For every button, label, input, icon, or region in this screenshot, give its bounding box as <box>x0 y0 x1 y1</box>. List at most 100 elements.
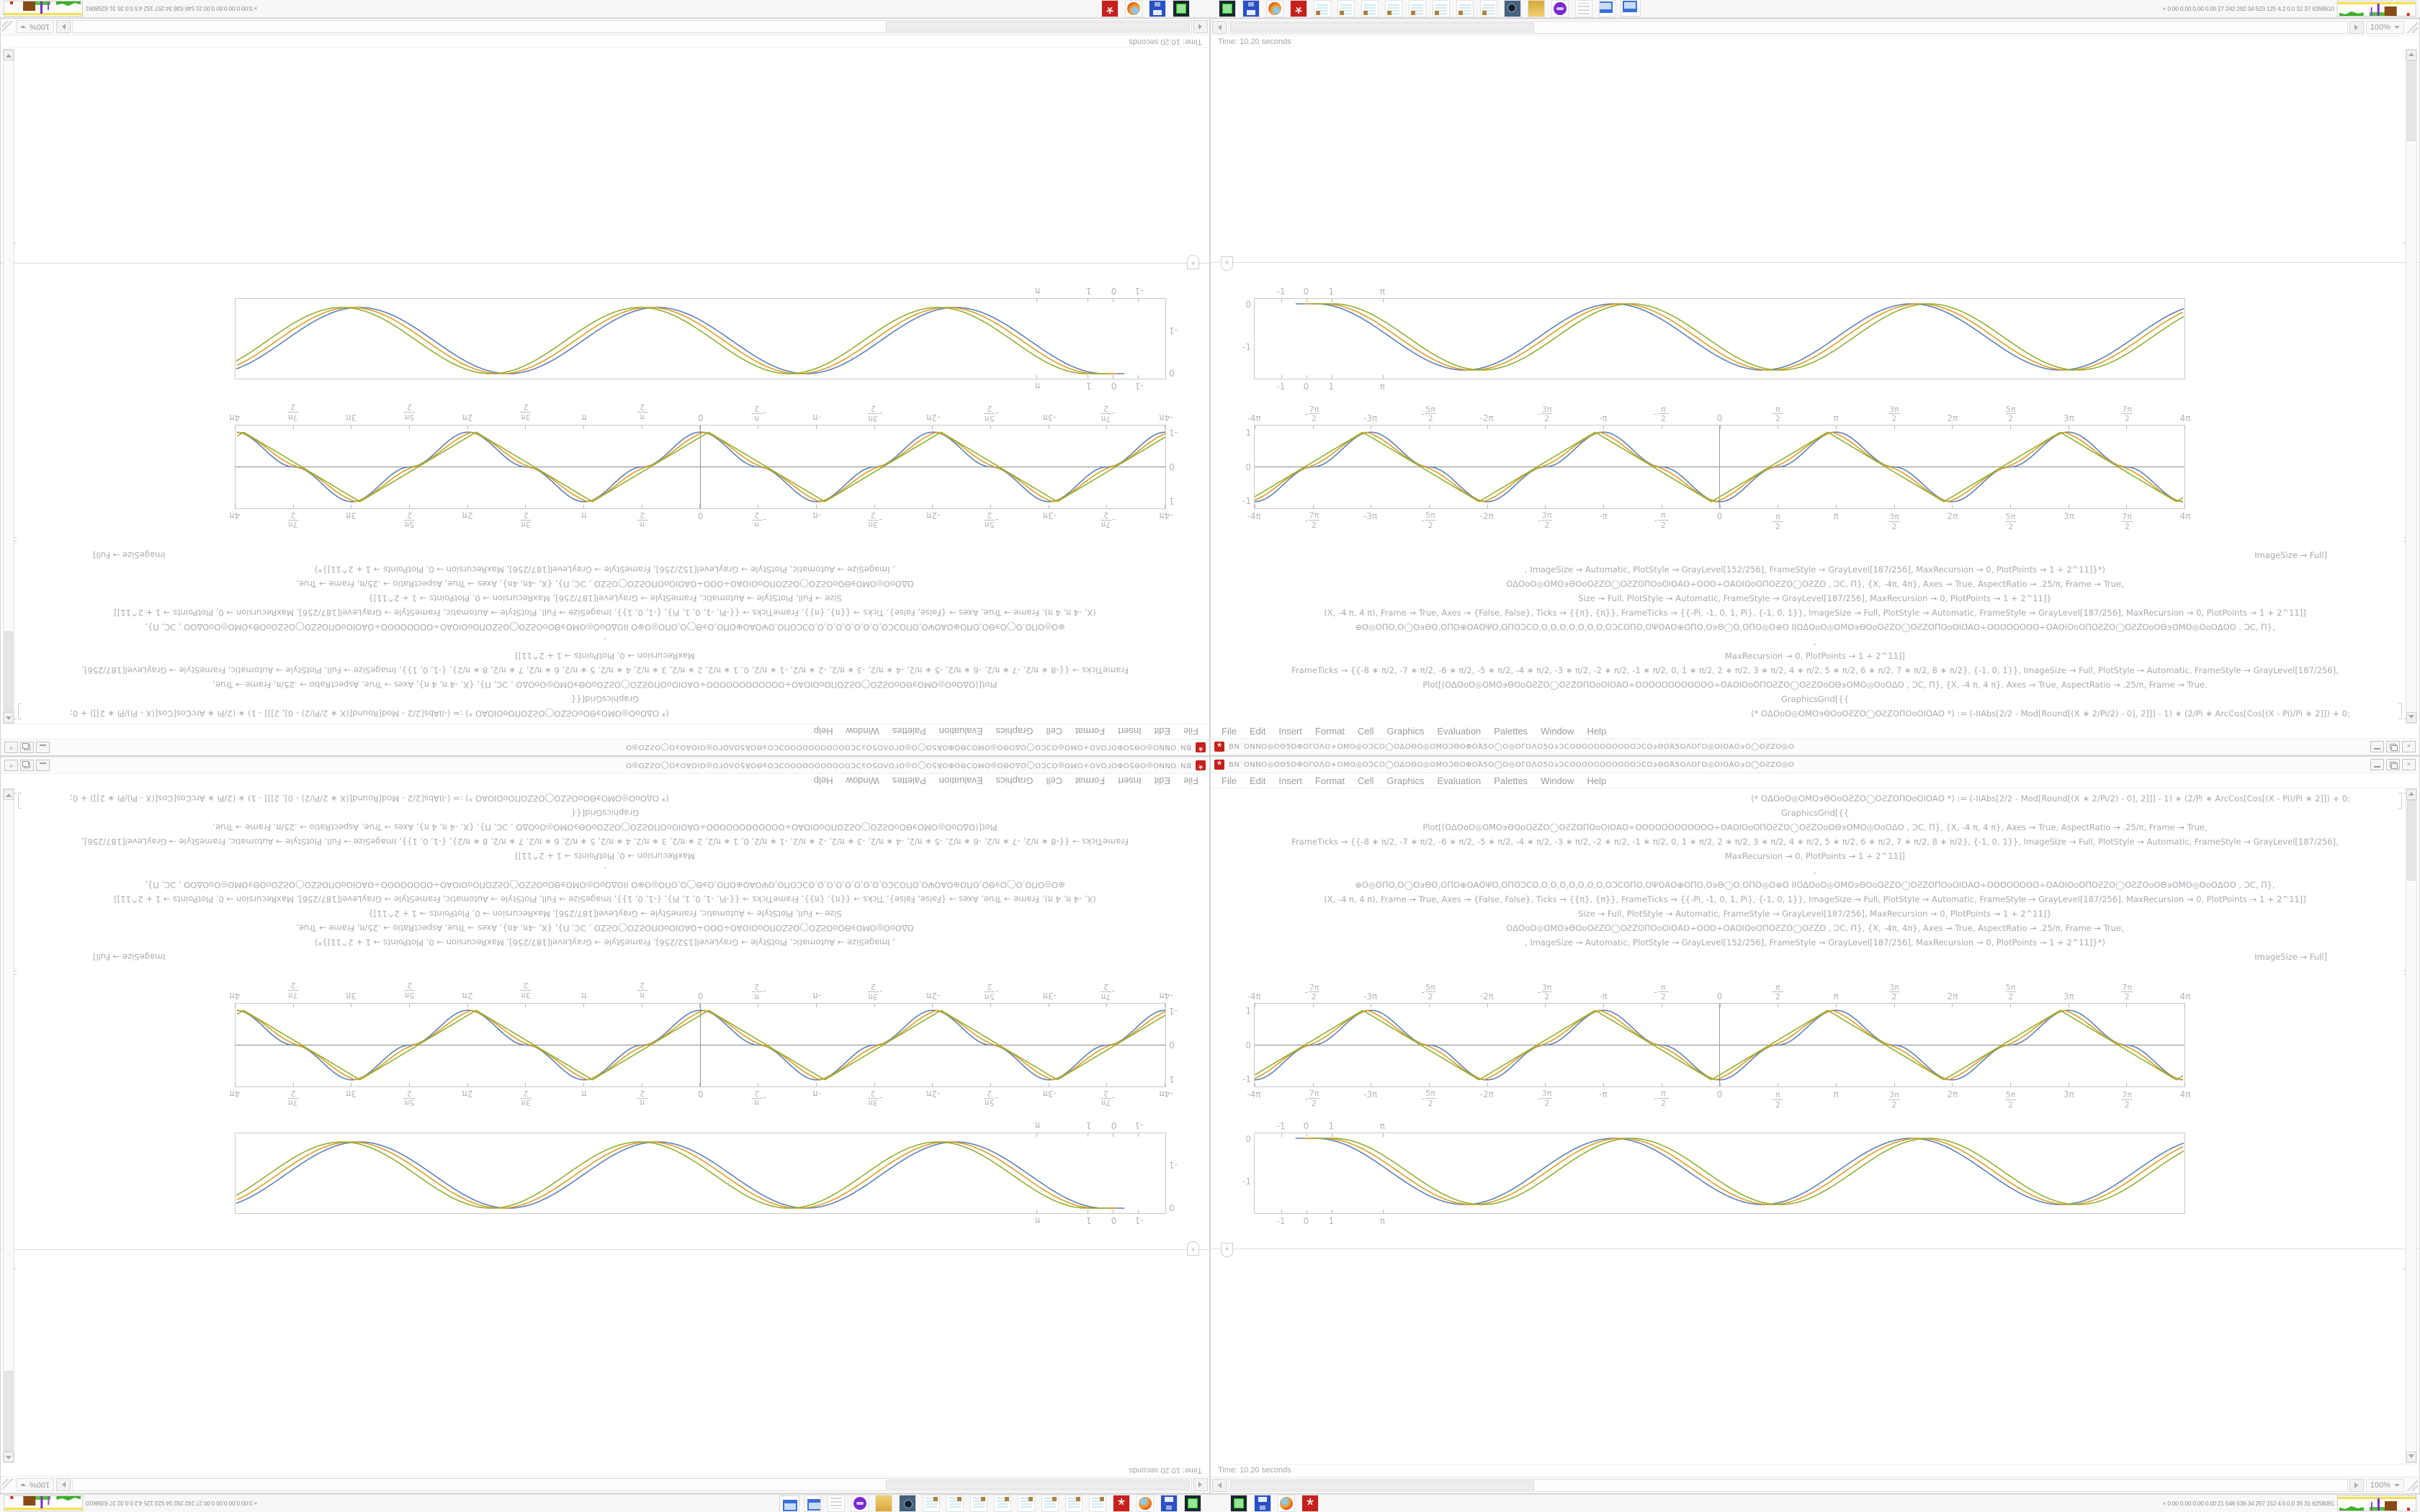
vertical-scrollbar[interactable] <box>3 49 14 724</box>
code-line[interactable]: MaxRecursion → 0, PlotPoints → 1 + 2^11]… <box>515 851 695 861</box>
code-line[interactable]: ⊕Ο◎ΟΠΟ,Ο◯Ο϶ΘΟ,ΟΠΟ⊕ΟΑΟΨΟ,ΟΠΟƆCΟ,Ο,Ο,Ο,Ο,Ο… <box>145 622 1065 632</box>
menu-palettes[interactable]: Palettes <box>1494 775 1528 786</box>
scroll-up-icon[interactable] <box>2406 50 2416 60</box>
menu-format[interactable]: Format <box>1314 725 1345 737</box>
menu-help[interactable]: Help <box>813 726 833 737</box>
doc-icon[interactable] <box>1456 0 1474 17</box>
menu-window[interactable]: Window <box>846 775 879 787</box>
code-line[interactable]: , <box>1814 865 1816 876</box>
doc-icon[interactable] <box>1314 0 1331 17</box>
code-line[interactable]: FrameTicks → {{-8 ∗ π/2, -7 ∗ π/2, -6 ∗ … <box>1291 665 2339 675</box>
code-line[interactable]: Plot[(ΟΔΟοΟ◎ΟΜΟ϶ΘΟοΟƧΖΟ◯ΟƧΖΟΠΟοΟΙΟΑΟ÷ΟΟΟ… <box>1422 680 2208 690</box>
window-icon[interactable] <box>1599 0 1616 17</box>
code-line[interactable]: ΟΔΟοΟ◎ΟΜΟ϶ΘΟοΟƧΖΟ◯ΟƧΖΟΠΟοΟΙΟΑΟ÷ΟΟΟ÷ΟΑΟΙΟ… <box>1506 923 2124 933</box>
code-line[interactable]: MaxRecursion → 0, PlotPoints → 1 + 2^11]… <box>1725 651 1905 661</box>
menu-file[interactable]: File <box>1222 725 1237 737</box>
vertical-scroll-thumb[interactable] <box>4 1371 13 1452</box>
code-line[interactable]: MaxRecursion → 0, PlotPoints → 1 + 2^11]… <box>1725 851 1905 861</box>
code-line[interactable]: Size → Full, PlotStyle → Automatic, Fram… <box>1578 593 2052 603</box>
code-line[interactable]: ImageSize → Full] <box>2254 550 2327 560</box>
magnification-control[interactable]: 100% <box>2365 21 2404 34</box>
floppy-icon[interactable] <box>1242 0 1260 17</box>
terminal-icon[interactable] <box>1184 1495 1201 1512</box>
code-line[interactable]: ΟΔΟοΟ◎ΟΜΟ϶ΘΟοΟƧΖΟ◯ΟƧΖΟΠΟοΟΙΟΑΟ÷ΟΟΟ÷ΟΑΟΙΟ… <box>296 579 914 589</box>
scroll-up-icon[interactable] <box>4 1452 14 1462</box>
window-icon[interactable] <box>804 1495 821 1512</box>
scroll-icon[interactable] <box>828 1495 845 1512</box>
vertical-scroll-thumb[interactable] <box>2407 800 2416 881</box>
close-button[interactable]: × <box>2402 759 2416 770</box>
system-monitor-applet-left[interactable]: × 0.00 0.00 0.00 0.00 27 242 292 34 523 … <box>2160 1 2416 17</box>
menu-help[interactable]: Help <box>1587 725 1607 737</box>
menu-format[interactable]: Format <box>1075 726 1106 737</box>
horizontal-scrollbar[interactable] <box>1228 21 2348 34</box>
doc-icon[interactable] <box>1337 0 1355 17</box>
scroll-down-icon[interactable] <box>2406 1452 2416 1462</box>
folder-icon[interactable] <box>875 1495 892 1512</box>
doc-icon[interactable] <box>1409 0 1426 17</box>
doc-icon[interactable] <box>1089 1495 1106 1512</box>
code-line[interactable]: , ImageSize → Automatic, PlotStyle → Gra… <box>315 564 895 575</box>
code-line[interactable]: , <box>1814 636 1816 647</box>
code-line[interactable]: , ImageSize → Automatic, PlotStyle → Gra… <box>1525 937 2105 948</box>
gear-icon[interactable] <box>1113 1495 1130 1512</box>
vertical-scrollbar[interactable] <box>2406 788 2417 1463</box>
scroll-down-icon[interactable] <box>2406 712 2416 723</box>
code-line[interactable]: , ImageSize → Automatic, PlotStyle → Gra… <box>1525 564 2105 575</box>
menu-graphics[interactable]: Graphics <box>995 775 1034 787</box>
insert-cell-button[interactable]: + <box>1187 1241 1199 1256</box>
scroll-left-icon[interactable] <box>1193 1478 1208 1491</box>
folder-icon[interactable] <box>1528 0 1545 17</box>
menu-file[interactable]: File <box>1222 775 1237 786</box>
menu-cell[interactable]: Cell <box>1358 775 1374 786</box>
code-line[interactable]: , <box>604 636 606 647</box>
menu-window[interactable]: Window <box>846 726 879 737</box>
doc-icon[interactable] <box>1041 1495 1059 1512</box>
code-line[interactable]: Size → Full, PlotStyle → Automatic, Fram… <box>368 909 842 919</box>
resize-grip[interactable] <box>2 21 14 32</box>
restore-button[interactable] <box>2386 741 2400 752</box>
floppy-icon[interactable] <box>1149 0 1166 17</box>
menu-evaluation[interactable]: Evaluation <box>1437 775 1482 786</box>
minimize-button[interactable] <box>2370 741 2384 752</box>
magnification-control[interactable]: 100% <box>2365 1479 2404 1492</box>
doc-icon[interactable] <box>1480 0 1497 17</box>
minimize-button[interactable] <box>36 742 50 753</box>
menu-palettes[interactable]: Palettes <box>892 726 926 737</box>
code-line[interactable]: , ImageSize → Automatic, PlotStyle → Gra… <box>315 937 895 948</box>
window-titlebar[interactable]: * ΒΝ˙ΟΝΝΟ◎ΟΘ5ΟΦΟΓΟΛΟ+ΟΜΟ◎ΟƆϹΟ◯ΟΔΟΘΟ◎ΟΜΟƆ… <box>1211 739 2419 755</box>
window-titlebar[interactable]: * ΒΝ˙ΟΝΝΟ◎ΟΘ5ΟΦΟΓΟΛΟ+ΟΜΟ◎ΟƆϹΟ◯ΟΔΟΘΟ◎ΟΜΟƆ… <box>1 739 1209 755</box>
code-line[interactable]: Size → Full, PlotStyle → Automatic, Fram… <box>1578 909 2052 919</box>
menu-cell[interactable]: Cell <box>1046 726 1062 737</box>
scroll-up-icon[interactable] <box>4 712 14 723</box>
scroll-down-icon[interactable] <box>4 789 14 800</box>
code-line[interactable]: GraphicsGrid[{{ <box>1780 694 1850 704</box>
code-line[interactable]: (X, -4 π, 4 π), Frame → True, Axes → {Fa… <box>114 608 1096 618</box>
horizontal-scrollbar[interactable] <box>1228 1479 2348 1492</box>
magnification-control[interactable]: 100% <box>16 20 55 33</box>
code-line[interactable]: ΟΔΟοΟ◎ΟΜΟ϶ΘΟοΟƧΖΟ◯ΟƧΖΟΠΟοΟΙΟΑΟ÷ΟΟΟ÷ΟΑΟΙΟ… <box>296 923 914 933</box>
vertical-scrollbar[interactable] <box>3 788 14 1463</box>
insert-cell-button[interactable]: + <box>1221 256 1233 271</box>
code-line[interactable]: ImageSize → Full] <box>93 952 166 962</box>
camera-icon[interactable] <box>1504 0 1521 17</box>
doc-icon[interactable] <box>946 1495 964 1512</box>
code-line[interactable]: (* ΟΔΟοΟ◎ΟΜΟ϶ΘΟοΟƧΖΟ◯ΟƧΖΟΠΟοΟΙΟΑΟ *) := … <box>70 793 669 804</box>
code-line[interactable]: (* ΟΔΟοΟ◎ΟΜΟ϶ΘΟοΟƧΖΟ◯ΟƧΖΟΠΟοΟΙΟΑΟ *) := … <box>70 708 669 719</box>
menu-graphics[interactable]: Graphics <box>1386 725 1425 737</box>
menu-file[interactable]: File <box>1183 775 1198 787</box>
close-button[interactable]: × <box>4 760 18 771</box>
horizontal-scrollbar[interactable] <box>72 20 1192 33</box>
code-line[interactable]: GraphicsGrid[{{ <box>570 808 640 818</box>
code-line[interactable]: Plot[(ΟΔΟοΟ◎ΟΜΟ϶ΘΟοΟƧΖΟ◯ΟƧΖΟΠΟοΟΙΟΑΟ÷ΟΟΟ… <box>212 822 998 832</box>
doc-icon[interactable] <box>1433 0 1450 17</box>
menu-edit[interactable]: Edit <box>1154 775 1171 787</box>
mathematica-task-button[interactable] <box>1621 0 1641 17</box>
minimize-button[interactable] <box>36 760 50 771</box>
magnification-control[interactable]: 100% <box>16 1478 55 1491</box>
code-line[interactable]: GraphicsGrid[{{ <box>570 694 640 704</box>
code-line[interactable]: , <box>604 865 606 876</box>
mask-icon[interactable] <box>1551 0 1569 17</box>
code-line[interactable]: (* ΟΔΟοΟ◎ΟΜΟ϶ΘΟοΟƧΖΟ◯ΟƧΖΟΠΟοΟΙΟΑΟ *) := … <box>1751 708 2350 719</box>
code-line[interactable]: (* ΟΔΟοΟ◎ΟΜΟ϶ΘΟοΟƧΖΟ◯ΟƧΖΟΠΟοΟΙΟΑΟ *) := … <box>1751 793 2350 804</box>
